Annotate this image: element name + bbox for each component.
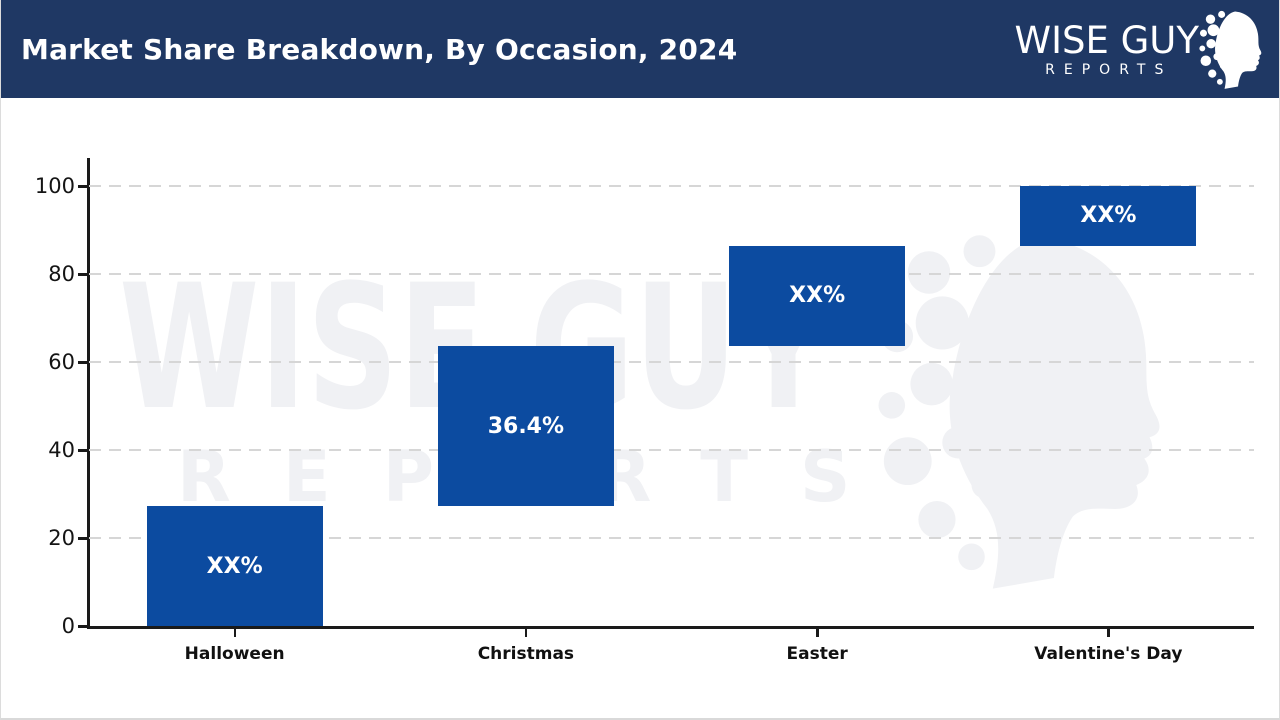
- header-bar: Market Share Breakdown, By Occasion, 202…: [1, 0, 1279, 98]
- y-axis-tick: [78, 361, 87, 364]
- gridline-40: [89, 449, 1254, 451]
- wise-guy-reports-logo: WISE GUY REPORTS: [1015, 8, 1267, 90]
- chart-title: Market Share Breakdown, By Occasion, 202…: [21, 32, 738, 66]
- x-axis-tick: [524, 628, 528, 637]
- y-axis-tick: [78, 449, 87, 452]
- x-axis-category-label-halloween: Halloween: [184, 644, 285, 664]
- y-axis-tick-label: 60: [48, 350, 75, 374]
- bar-value-label: XX%: [1080, 203, 1137, 229]
- y-axis-tick: [78, 273, 87, 276]
- gridline-100: [89, 185, 1254, 187]
- bar-value-label: XX%: [206, 553, 263, 579]
- y-axis-tick: [78, 625, 87, 628]
- y-axis-tick-label: 80: [48, 262, 75, 286]
- x-axis-category-label-christmas: Christmas: [477, 644, 575, 664]
- gridline-20: [89, 537, 1254, 539]
- x-axis-line: [87, 626, 1254, 629]
- y-axis-tick-label: 100: [34, 174, 75, 198]
- bar-easter: XX%: [729, 245, 906, 347]
- x-axis-category-label-valentine-s-day: Valentine's Day: [1034, 644, 1183, 664]
- y-axis-line: [87, 158, 90, 628]
- logo-subtitle: REPORTS: [1045, 61, 1173, 78]
- logo-wordmark: WISE GUY: [1014, 18, 1199, 62]
- x-axis-category-label-easter: Easter: [786, 644, 848, 664]
- bar-valentine-s-day: XX%: [1020, 186, 1197, 246]
- bar-value-label: XX%: [789, 283, 846, 309]
- y-axis-tick-label: 0: [61, 614, 75, 638]
- bar-halloween: XX%: [146, 506, 323, 626]
- y-axis-tick: [78, 185, 87, 188]
- gridline-60: [89, 361, 1254, 363]
- y-axis-tick-label: 40: [48, 438, 75, 462]
- plot-area: 0 20 40 60 80 100 XX% Halloween 36.4% Christmas XX…: [35, 158, 1254, 664]
- head-profile-icon: [1199, 10, 1262, 89]
- x-axis-tick: [1107, 628, 1110, 637]
- bar-christmas: 36.4%: [437, 346, 614, 507]
- y-axis-tick-label: 20: [48, 526, 75, 550]
- gridline-80: [89, 273, 1254, 275]
- bar-value-label: 36.4%: [487, 413, 565, 439]
- y-axis-tick: [78, 537, 87, 540]
- logo-text: WISE GUY REPORTS: [1015, 22, 1199, 77]
- x-axis-tick: [233, 628, 237, 637]
- x-axis-tick: [816, 628, 819, 637]
